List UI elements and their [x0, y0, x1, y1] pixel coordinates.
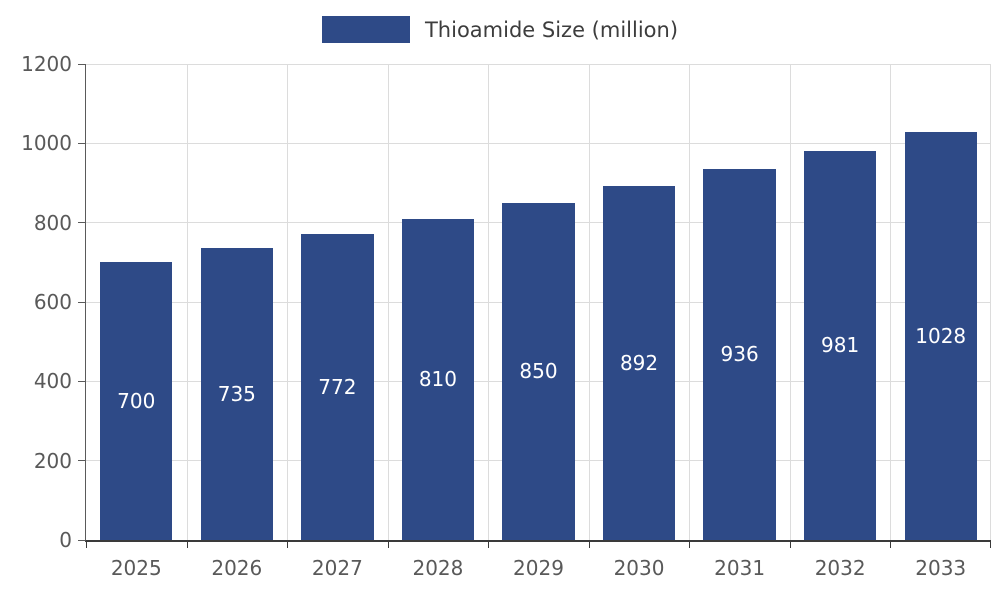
bar-value-label: 850: [519, 359, 558, 384]
plot-area: 0 200 400 600 800 1000 1200 700 735 772 810 850 892 9…: [21, 52, 991, 580]
y-axis-tick-mark: [78, 380, 85, 382]
bar: 936: [703, 168, 776, 540]
x-axis-tick-mark: [689, 542, 691, 548]
x-axis-tick-mark: [990, 542, 991, 548]
y-axis-tick-mark: [78, 63, 85, 65]
bar: 892: [602, 186, 676, 540]
y-axis-tick-label: 1200: [21, 52, 72, 76]
x-axis-tick-mark: [186, 542, 188, 548]
y-axis-tick-mark: [78, 222, 85, 224]
gridline-vertical: [789, 64, 791, 540]
gridline-horizontal: [86, 63, 991, 65]
x-axis-tick-mark: [588, 542, 590, 548]
y-axis-tick-label: 400: [33, 369, 72, 394]
bar: 700: [100, 262, 173, 540]
bar-value-label: 700: [117, 389, 156, 414]
bar-value-label: 735: [217, 382, 256, 407]
bar: 850: [502, 202, 575, 540]
gridline-vertical: [186, 64, 188, 540]
bar-value-label: 772: [318, 374, 357, 399]
bar: 735: [200, 248, 274, 540]
gridline-vertical: [890, 64, 892, 540]
x-axis-tick-label: 2032: [814, 556, 866, 580]
y-axis-tick-mark: [78, 539, 85, 541]
x-axis-tick-label: 2025: [110, 556, 162, 580]
y-axis-tick-label: 800: [33, 210, 72, 235]
gridline-horizontal: [86, 142, 991, 144]
gridline-vertical: [287, 64, 289, 540]
bar-value-label: 892: [619, 351, 659, 376]
x-axis-tick-label: 2028: [412, 556, 464, 580]
x-axis-tick-label: 2027: [311, 556, 363, 580]
bar: 810: [401, 218, 475, 540]
y-axis-tick-label: 1000: [21, 131, 72, 156]
bar-value-label: 810: [418, 367, 458, 392]
gridline-vertical: [387, 64, 389, 540]
x-axis-tick-mark: [488, 542, 490, 548]
y-axis-tick-label: 200: [33, 448, 72, 473]
x-axis-tick-label: 2033: [915, 556, 967, 580]
x-axis-tick-mark: [287, 542, 289, 548]
y-axis-tick-label: 0: [59, 528, 72, 552]
bar-value-label: 936: [720, 342, 759, 367]
legend: Thioamide Size (million): [0, 16, 1000, 43]
gridline-vertical: [488, 64, 490, 540]
legend-swatch: [321, 16, 410, 43]
gridline-vertical: [689, 64, 691, 540]
legend-label: Thioamide Size (million): [424, 17, 679, 42]
x-axis-tick-mark: [387, 542, 389, 548]
x-axis-tick-mark: [890, 542, 892, 548]
y-axis-tick-mark: [78, 460, 85, 462]
gridline-vertical: [588, 64, 590, 540]
gridline-vertical: [990, 64, 991, 540]
bar: 981: [803, 150, 877, 540]
y-axis-tick-mark: [78, 142, 85, 144]
bar-value-label: 1028: [915, 324, 967, 349]
bar-value-label: 981: [821, 333, 860, 358]
x-axis-tick-label: 2031: [714, 556, 766, 580]
x-axis-tick-label: 2029: [513, 556, 564, 580]
x-axis-tick-label: 2026: [211, 556, 263, 580]
x-axis-tick-mark: [789, 542, 791, 548]
x-axis-tick-label: 2030: [613, 556, 665, 580]
bar: 772: [301, 233, 374, 540]
y-axis-tick-label: 600: [33, 290, 72, 314]
bar: 1028: [904, 132, 977, 540]
y-axis-tick-mark: [78, 301, 85, 303]
x-axis-tick-mark: [86, 542, 87, 548]
